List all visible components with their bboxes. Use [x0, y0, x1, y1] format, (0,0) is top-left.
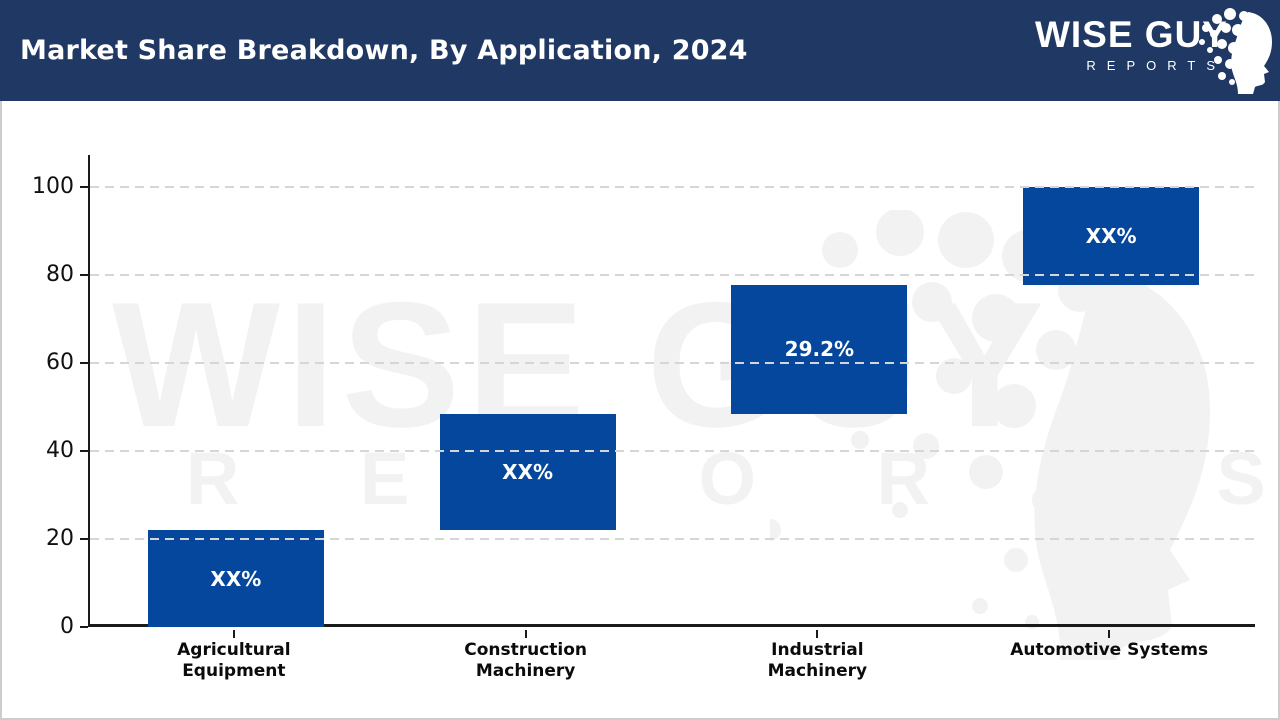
y-tick-mark	[80, 538, 88, 540]
bar-value-label: XX%	[210, 566, 262, 591]
y-tick-label: 20	[46, 526, 74, 551]
bar-segment: XX%	[439, 413, 616, 531]
y-tick-label: 100	[32, 174, 74, 199]
x-category-label: Construction Machinery	[464, 640, 588, 681]
x-category-label: Industrial Machinery	[767, 640, 868, 681]
gridline	[90, 450, 1257, 452]
bar-segment: XX%	[1023, 187, 1200, 286]
y-tick-mark	[80, 626, 88, 628]
bar-value-label: 29.2%	[784, 337, 855, 362]
bar-value-label: XX%	[502, 459, 554, 484]
x-category-label: Automotive Systems	[1010, 640, 1209, 660]
brand-logo-subtext: REPORTS	[1086, 58, 1226, 73]
plot-area: XX% XX% 29.2% XX%	[88, 155, 1257, 627]
x-tick-mark	[524, 630, 527, 638]
x-tick-mark	[232, 630, 235, 638]
gridline	[90, 274, 1257, 276]
x-tick-mark	[1108, 630, 1111, 638]
bar-value-label: XX%	[1085, 224, 1137, 249]
bar-segment: 29.2%	[731, 285, 908, 414]
x-tick-mark	[816, 630, 819, 638]
gridline	[90, 362, 1257, 364]
brand-head-icon	[1199, 8, 1272, 94]
y-tick-label: 0	[60, 614, 74, 639]
brand-logo-wordmark: WISE GUY	[1034, 14, 1228, 55]
y-tick-mark	[80, 274, 88, 276]
x-category-label: Agricultural Equipment	[177, 640, 291, 681]
y-tick-label: 60	[46, 350, 74, 375]
gridline	[90, 538, 1257, 540]
gridline	[90, 186, 1257, 188]
y-tick-mark	[80, 450, 88, 452]
y-tick-label: 80	[46, 262, 74, 287]
y-tick-label: 40	[46, 438, 74, 463]
bar-segment: XX%	[147, 530, 324, 627]
header-bar: Market Share Breakdown, By Application, …	[0, 0, 1280, 101]
brand-logo: WISE GUY REPORTS	[978, 14, 1228, 90]
y-tick-mark	[80, 186, 88, 188]
y-tick-mark	[80, 362, 88, 364]
chart-title: Market Share Breakdown, By Application, …	[20, 35, 748, 66]
